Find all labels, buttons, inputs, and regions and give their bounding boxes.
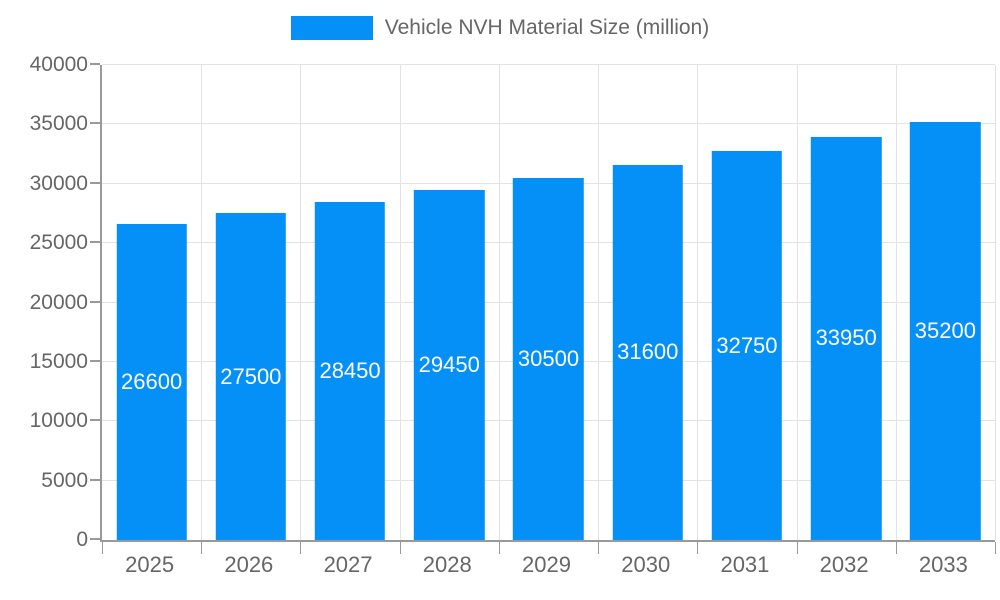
bar-cell: 28450 bbox=[300, 65, 399, 540]
legend-swatch bbox=[290, 16, 373, 40]
y-axis-tick bbox=[90, 241, 100, 244]
bar-2028: 29450 bbox=[414, 190, 485, 540]
gridline-vertical bbox=[300, 65, 302, 540]
bar-2032: 33950 bbox=[810, 136, 882, 540]
x-axis-label: 2027 bbox=[323, 552, 373, 577]
bar-value-label: 26600 bbox=[121, 369, 183, 395]
bar-value-label: 33950 bbox=[815, 325, 877, 351]
bar-value-label: 29450 bbox=[418, 352, 480, 378]
gridline-horizontal bbox=[102, 64, 995, 65]
bar-2026: 27500 bbox=[215, 213, 287, 540]
gridline-vertical bbox=[995, 65, 996, 540]
plot-area: 26600 27500 28450 29450 30500 31600 32750 33950… bbox=[90, 63, 996, 554]
y-axis-label: 0 bbox=[76, 528, 88, 551]
y-axis-tick bbox=[90, 181, 100, 184]
bar-value-label: 30500 bbox=[517, 345, 580, 371]
x-axis-tick bbox=[300, 542, 302, 554]
x-axis-tick bbox=[102, 542, 103, 554]
bar-2029: 30500 bbox=[513, 177, 584, 540]
gridline-vertical bbox=[697, 65, 699, 540]
bar-2027: 28450 bbox=[314, 202, 386, 540]
y-axis-tick bbox=[90, 359, 100, 362]
bar-cell: 32750 bbox=[697, 65, 796, 540]
x-axis-label: 2029 bbox=[522, 552, 571, 577]
bar-cell: 33950 bbox=[797, 65, 896, 540]
bar-value-label: 31600 bbox=[617, 339, 679, 365]
y-axis-tick bbox=[90, 419, 100, 422]
x-axis-label: 2025 bbox=[125, 552, 175, 577]
y-axis-label: 25000 bbox=[29, 231, 88, 255]
x-axis-tick bbox=[399, 542, 401, 554]
bar-2030: 31600 bbox=[612, 164, 683, 540]
gridline-horizontal bbox=[102, 123, 995, 125]
x-axis-label: 2026 bbox=[224, 552, 274, 577]
gridline-vertical bbox=[498, 65, 500, 540]
y-axis-tick bbox=[90, 122, 100, 125]
y-axis-label: 5000 bbox=[41, 468, 88, 492]
bar-value-label: 35200 bbox=[914, 318, 976, 343]
x-axis-tick bbox=[697, 542, 699, 554]
x-axis-label: 2032 bbox=[819, 552, 869, 577]
bar-cell: 29450 bbox=[400, 65, 499, 540]
y-axis-label: 10000 bbox=[29, 409, 88, 433]
bar-value-label: 32750 bbox=[716, 332, 778, 358]
y-axis-tick bbox=[90, 63, 100, 65]
gridline-vertical bbox=[399, 65, 401, 540]
bar-2031: 32750 bbox=[711, 151, 783, 540]
x-axis-tick bbox=[598, 542, 600, 554]
gridline-vertical bbox=[796, 65, 798, 540]
y-axis-label: 30000 bbox=[29, 171, 88, 195]
x-axis-tick bbox=[895, 542, 897, 554]
bar-cell: 27500 bbox=[201, 65, 300, 540]
x-axis-label: 2028 bbox=[422, 552, 472, 577]
y-axis-label: 20000 bbox=[29, 290, 88, 314]
gridline-vertical bbox=[895, 65, 897, 540]
legend-label: Vehicle NVH Material Size (million) bbox=[384, 16, 710, 39]
x-axis-tick bbox=[498, 542, 500, 554]
x-axis-tick bbox=[201, 542, 203, 554]
y-axis-tick bbox=[90, 478, 100, 481]
bar-value-label: 27500 bbox=[220, 363, 282, 389]
bar-cell: 30500 bbox=[499, 65, 598, 540]
x-axis-label: 2031 bbox=[720, 552, 770, 577]
x-axis-tick bbox=[995, 542, 996, 554]
bar-cell: 35200 bbox=[896, 65, 995, 540]
y-axis-label: 35000 bbox=[29, 112, 88, 136]
y-axis-label: 40000 bbox=[29, 53, 88, 76]
x-axis-label: 2030 bbox=[621, 552, 671, 577]
x-axis-label: 2033 bbox=[918, 552, 968, 577]
y-axis-tick bbox=[90, 300, 100, 303]
y-axis-tick bbox=[90, 538, 100, 540]
y-axis-label: 15000 bbox=[29, 349, 88, 373]
x-axis-tick bbox=[796, 542, 798, 554]
bar-value-label: 28450 bbox=[319, 358, 381, 384]
gridline-vertical bbox=[598, 65, 600, 540]
bar-2033: 35200 bbox=[910, 122, 981, 540]
legend[interactable]: Vehicle NVH Material Size (million) bbox=[0, 16, 1000, 40]
bar-cell: 26600 bbox=[102, 65, 201, 540]
bar-cell: 31600 bbox=[598, 65, 697, 540]
gridline-vertical bbox=[201, 65, 203, 540]
bar-2025: 26600 bbox=[116, 224, 187, 540]
